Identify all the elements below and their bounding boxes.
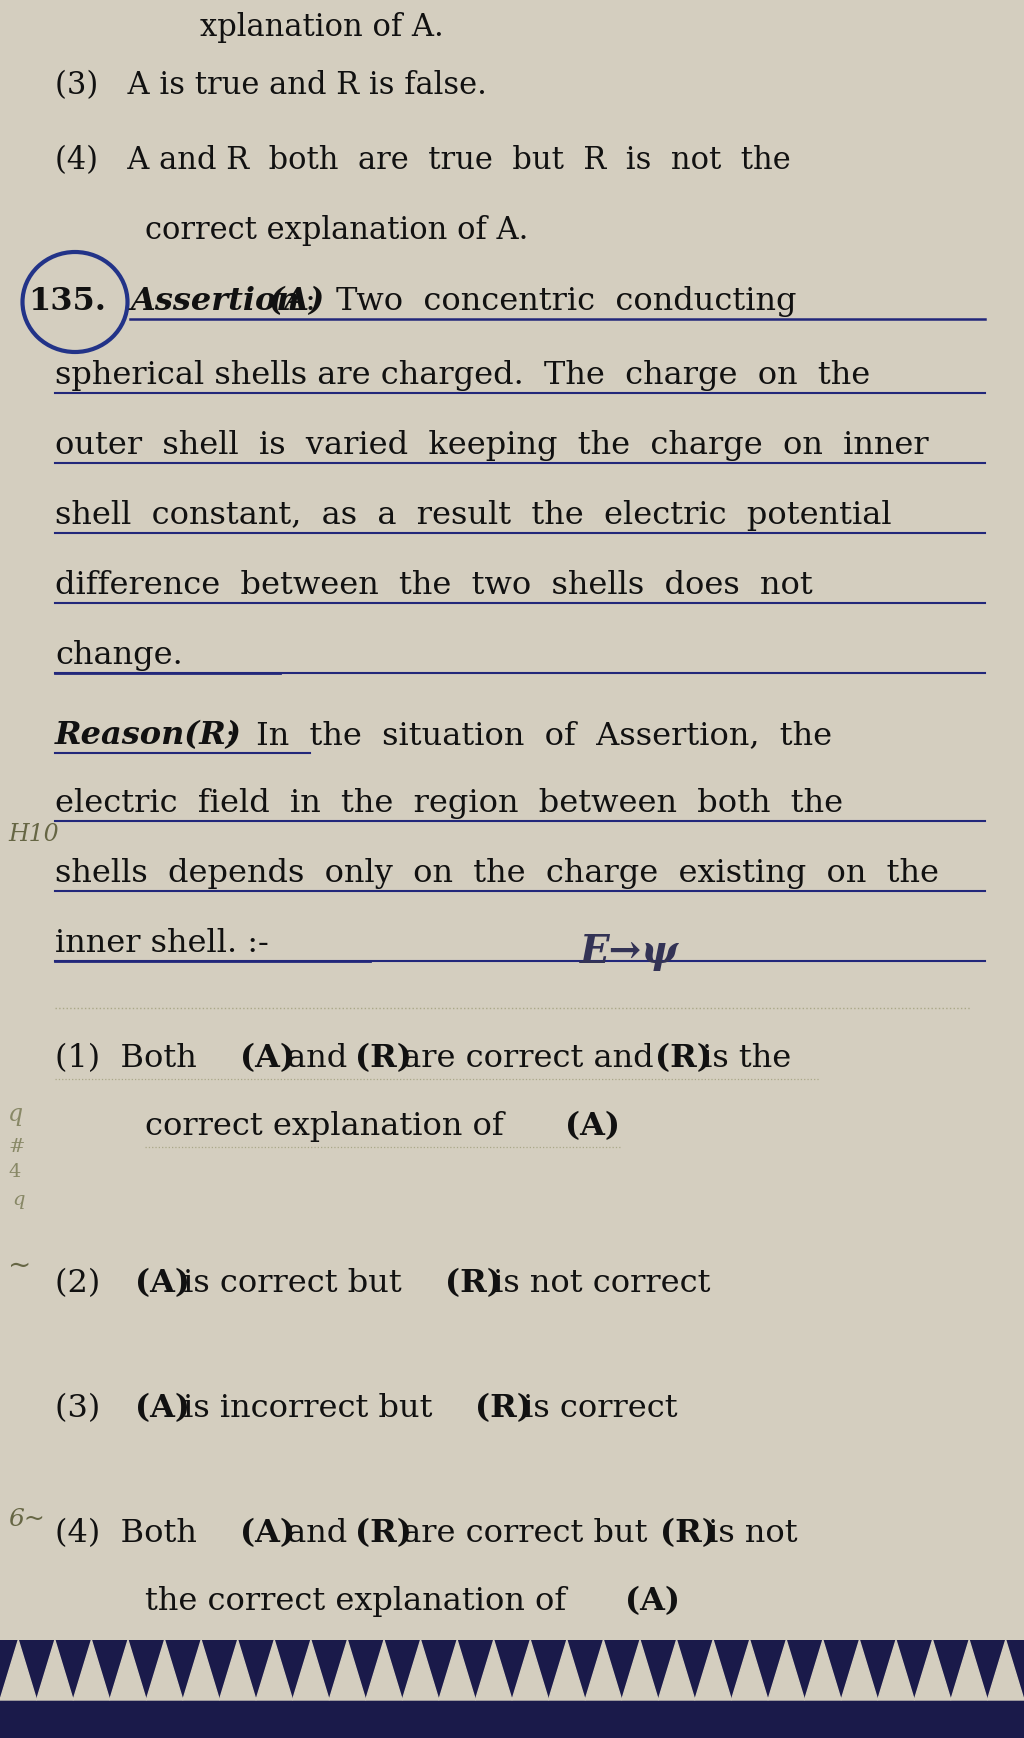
Text: (A): (A)	[240, 1517, 295, 1549]
Text: :  Two  concentric  conducting: : Two concentric conducting	[295, 287, 797, 316]
Polygon shape	[0, 1641, 37, 1700]
Text: correct explanation of: correct explanation of	[145, 1111, 514, 1142]
Polygon shape	[512, 1641, 549, 1700]
Polygon shape	[549, 1641, 585, 1700]
Polygon shape	[402, 1641, 439, 1700]
Text: Reason: Reason	[55, 720, 185, 751]
Text: (R): (R)	[655, 1043, 712, 1074]
Polygon shape	[695, 1641, 731, 1700]
Text: (A): (A)	[135, 1392, 190, 1423]
Polygon shape	[731, 1641, 768, 1700]
Polygon shape	[256, 1641, 293, 1700]
Text: (A): (A)	[565, 1111, 620, 1142]
Polygon shape	[219, 1641, 256, 1700]
Text: (R): (R)	[660, 1517, 717, 1549]
Text: is not correct: is not correct	[483, 1269, 711, 1298]
Text: A: A	[205, 1726, 223, 1738]
Text: 6~: 6~	[8, 1509, 45, 1531]
Text: (3)   A is true and R is false.: (3) A is true and R is false.	[55, 70, 486, 101]
Text: :  In  the  situation  of  Assertion,  the: : In the situation of Assertion, the	[215, 720, 833, 751]
Polygon shape	[878, 1641, 914, 1700]
Text: shells  depends  only  on  the  charge  existing  on  the: shells depends only on the charge existi…	[55, 859, 939, 890]
Bar	[0, 1641, 1024, 1738]
Text: the correct explanation of: the correct explanation of	[145, 1587, 577, 1616]
Text: H10: H10	[8, 824, 58, 846]
Text: (A): (A)	[625, 1587, 680, 1616]
Text: are correct but: are correct but	[392, 1517, 657, 1549]
Text: (3): (3)	[55, 1392, 121, 1423]
Polygon shape	[951, 1641, 987, 1700]
Text: inner shell. :-: inner shell. :-	[55, 928, 268, 959]
Text: is correct: is correct	[513, 1392, 678, 1423]
Polygon shape	[841, 1641, 878, 1700]
Text: 135.: 135.	[28, 287, 106, 316]
Polygon shape	[183, 1641, 219, 1700]
Text: difference  between  the  two  shells  does  not: difference between the two shells does n…	[55, 570, 813, 601]
Text: outer  shell  is  varied  keeping  the  charge  on  inner: outer shell is varied keeping the charge…	[55, 429, 929, 461]
Polygon shape	[622, 1641, 658, 1700]
Polygon shape	[914, 1641, 951, 1700]
Text: ½ kn²: ½ kn²	[245, 1710, 335, 1738]
Text: (2): (2)	[55, 1269, 121, 1298]
Polygon shape	[146, 1641, 183, 1700]
Polygon shape	[366, 1641, 402, 1700]
Polygon shape	[768, 1641, 805, 1700]
Text: (A): (A)	[135, 1269, 190, 1298]
Text: electric  field  in  the  region  between  both  the: electric field in the region between bot…	[55, 787, 843, 819]
Text: (R): (R)	[445, 1269, 502, 1298]
Polygon shape	[439, 1641, 475, 1700]
Polygon shape	[37, 1641, 73, 1700]
Text: (R): (R)	[355, 1043, 412, 1074]
Polygon shape	[475, 1641, 512, 1700]
Text: (1)  Both: (1) Both	[55, 1043, 207, 1074]
Text: (R): (R)	[355, 1517, 412, 1549]
Text: correct explanation of A.: correct explanation of A.	[145, 216, 528, 247]
Text: xplanation of A.: xplanation of A.	[200, 12, 443, 43]
Text: and: and	[278, 1517, 357, 1549]
Text: shell  constant,  as  a  result  the  electric  potential: shell constant, as a result the electric…	[55, 501, 892, 532]
Text: are correct and: are correct and	[392, 1043, 664, 1074]
Text: (R): (R)	[173, 720, 241, 751]
Text: and: and	[278, 1043, 357, 1074]
Text: q: q	[8, 1104, 24, 1126]
Text: ~: ~	[8, 1253, 32, 1279]
Text: is not: is not	[698, 1517, 798, 1549]
Polygon shape	[329, 1641, 366, 1700]
Text: E→ψ: E→ψ	[580, 933, 679, 972]
Text: (4)  Both: (4) Both	[55, 1517, 207, 1549]
Text: change.: change.	[55, 640, 182, 671]
Text: is the: is the	[692, 1043, 792, 1074]
Polygon shape	[73, 1641, 110, 1700]
Polygon shape	[658, 1641, 695, 1700]
Polygon shape	[987, 1641, 1024, 1700]
Text: (A): (A)	[240, 1043, 295, 1074]
Text: #: #	[8, 1138, 25, 1156]
Text: is incorrect but: is incorrect but	[173, 1392, 442, 1423]
Text: (R): (R)	[475, 1392, 531, 1423]
Polygon shape	[805, 1641, 841, 1700]
Polygon shape	[110, 1641, 146, 1700]
Text: is correct but: is correct but	[173, 1269, 412, 1298]
Polygon shape	[585, 1641, 622, 1700]
Text: 4: 4	[8, 1163, 20, 1182]
Text: 2: 2	[72, 1736, 91, 1738]
Text: (A): (A)	[258, 287, 325, 316]
Text: (4)   A and R  both  are  true  but  R  is  not  the: (4) A and R both are true but R is not t…	[55, 144, 791, 176]
Text: q: q	[12, 1191, 25, 1210]
Text: Assertion: Assertion	[130, 287, 300, 316]
Text: spherical shells are charged.  The  charge  on  the: spherical shells are charged. The charge…	[55, 360, 870, 391]
Polygon shape	[293, 1641, 329, 1700]
